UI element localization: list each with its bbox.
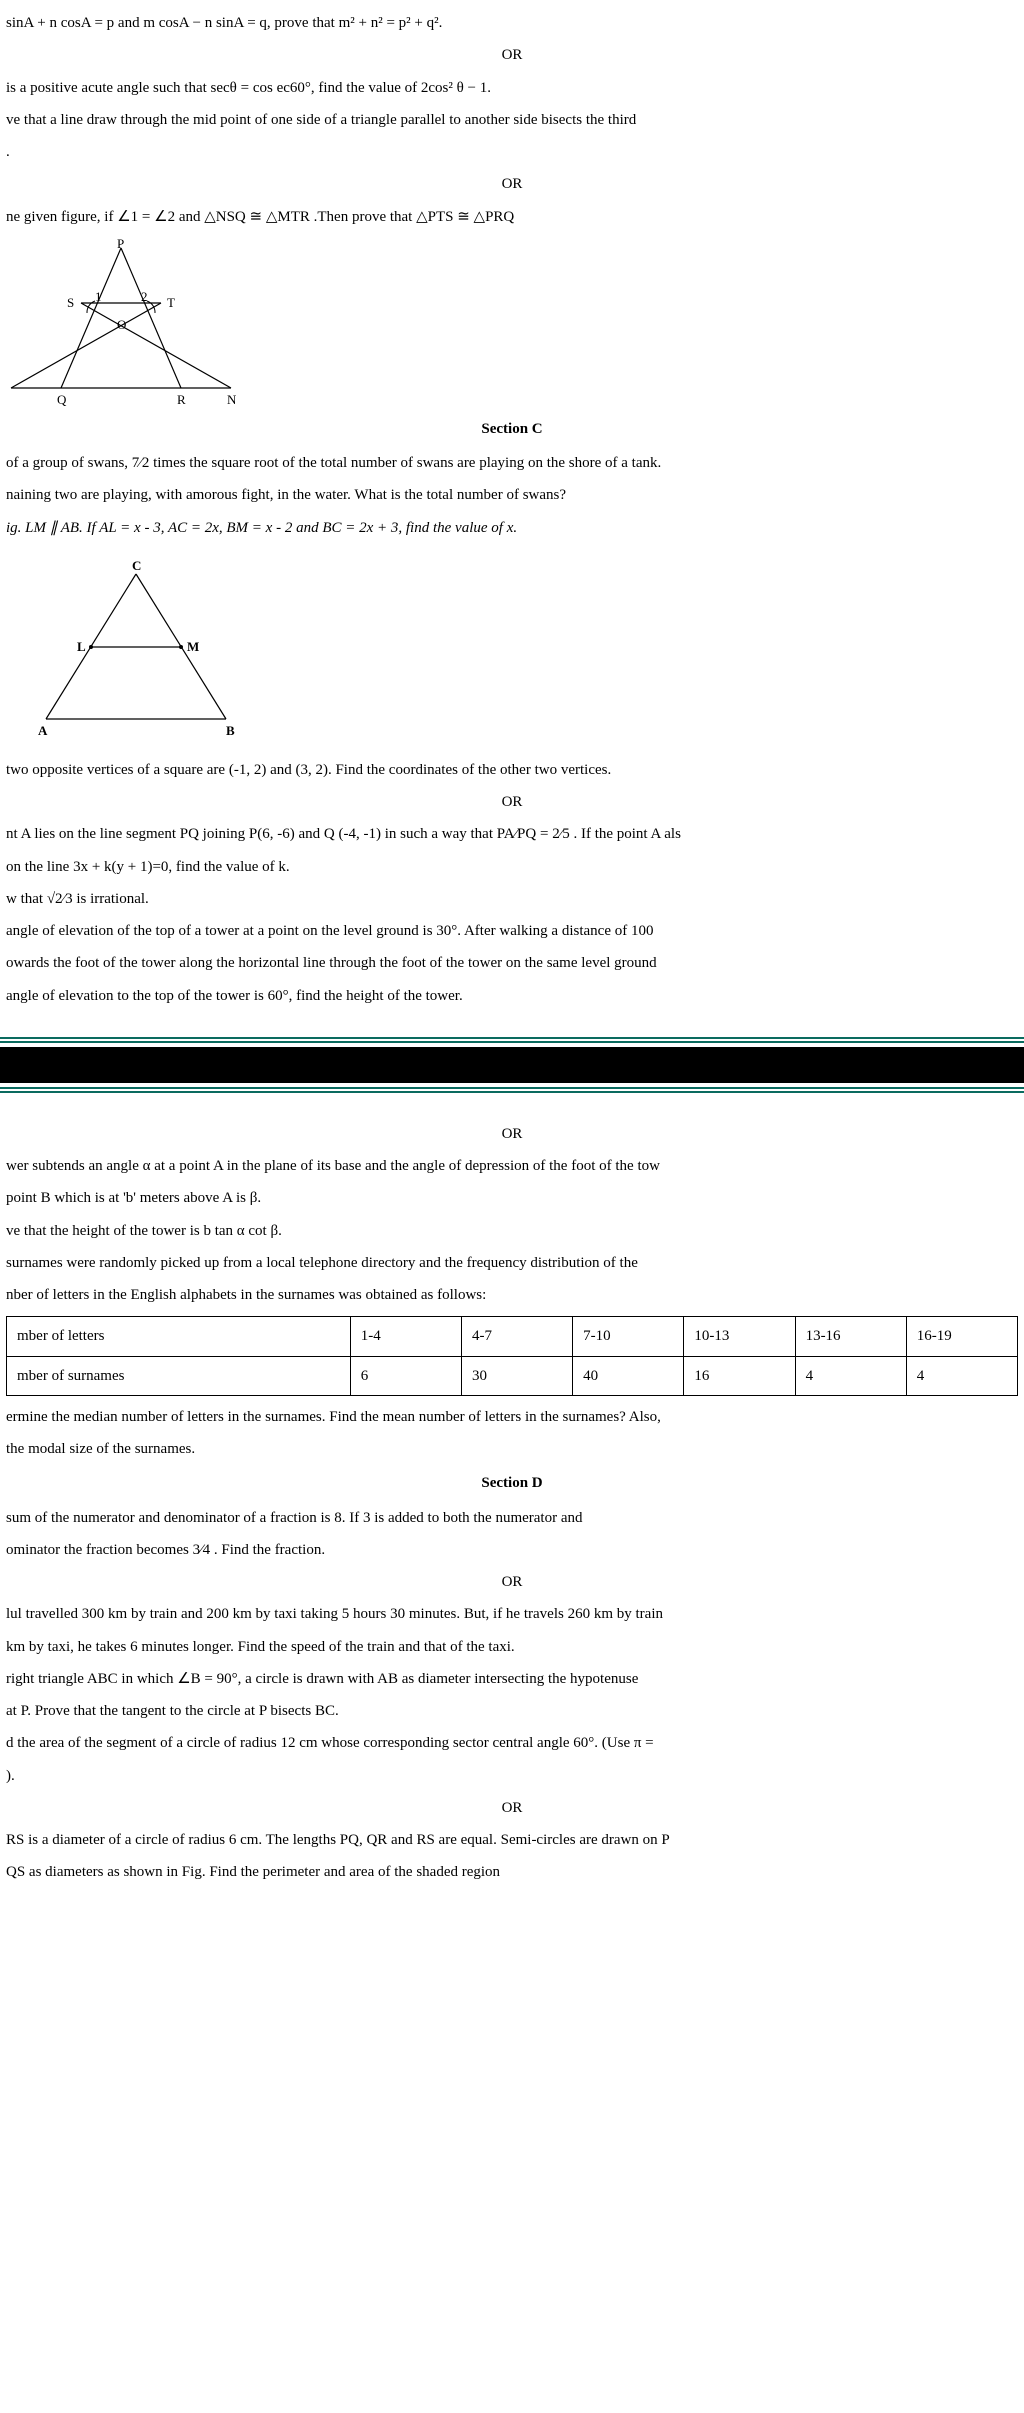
table-cell: 16-19 (906, 1317, 1017, 1356)
body-text: ermine the median number of letters in t… (6, 1404, 1018, 1430)
svg-text:2: 2 (141, 289, 148, 304)
svg-text:M: M (187, 639, 199, 654)
table-row: mber of letters1-44-77-1010-1313-1616-19 (7, 1317, 1018, 1356)
figure-triangle-lmab: C L M A B (26, 559, 1018, 739)
table-cell: 10-13 (684, 1317, 795, 1356)
body-text: point B which is at 'b' meters above A i… (6, 1185, 1018, 1211)
body-text: naining two are playing, with amorous fi… (6, 482, 1018, 508)
body-text: RS is a diameter of a circle of radius 6… (6, 1827, 1018, 1853)
svg-text:Q: Q (57, 392, 67, 407)
body-text: ominator the fraction becomes 3⁄4 . Find… (6, 1537, 1018, 1563)
svg-text:O: O (117, 317, 126, 332)
body-text: ne given figure, if ∠1 = ∠2 and △NSQ ≅ △… (6, 204, 1018, 230)
table-cell: 1-4 (350, 1317, 461, 1356)
svg-text:A: A (38, 723, 48, 738)
body-text: owards the foot of the tower along the h… (6, 950, 1018, 976)
svg-text:C: C (132, 559, 141, 573)
table-cell: 13-16 (795, 1317, 906, 1356)
body-text: lul travelled 300 km by train and 200 km… (6, 1601, 1018, 1627)
table-cell: 4 (906, 1356, 1017, 1395)
or-label: OR (6, 1121, 1018, 1147)
body-text: right triangle ABC in which ∠B = 90°, a … (6, 1666, 1018, 1692)
body-text: angle of elevation to the top of the tow… (6, 983, 1018, 1009)
body-text: ve that a line draw through the mid poin… (6, 107, 1018, 133)
figure-triangle-nsq: P S T Q R N O1 2 (6, 238, 1018, 408)
or-label: OR (6, 789, 1018, 815)
section-heading-d: Section D (6, 1470, 1018, 1496)
body-text: ve that the height of the tower is b tan… (6, 1218, 1018, 1244)
separator-banner (0, 1037, 1024, 1093)
body-text: at P. Prove that the tangent to the circ… (6, 1698, 1018, 1724)
body-text: of a group of swans, 7⁄2 times the squar… (6, 450, 1018, 476)
table-cell: mber of surnames (7, 1356, 351, 1395)
body-text: km by taxi, he takes 6 minutes longer. F… (6, 1634, 1018, 1660)
body-text: nber of letters in the English alphabets… (6, 1282, 1018, 1308)
table-cell: 16 (684, 1356, 795, 1395)
body-text: w that √2⁄3 is irrational. (6, 886, 1018, 912)
surnames-table: mber of letters1-44-77-1010-1313-1616-19… (6, 1316, 1018, 1396)
svg-text:S: S (67, 295, 74, 310)
table-cell: 6 (350, 1356, 461, 1395)
svg-text:B: B (226, 723, 235, 738)
table-cell: 7-10 (573, 1317, 684, 1356)
body-text: is a positive acute angle such that secθ… (6, 75, 1018, 101)
table-row: mber of surnames630401644 (7, 1356, 1018, 1395)
table-cell: 4-7 (461, 1317, 572, 1356)
table-cell: mber of letters (7, 1317, 351, 1356)
section-heading-c: Section C (6, 416, 1018, 442)
body-text: ig. LM ∥ AB. If AL = x - 3, AC = 2x, BM … (6, 515, 1018, 541)
svg-text:T: T (167, 295, 175, 310)
body-text: d the area of the segment of a circle of… (6, 1730, 1018, 1756)
or-label: OR (6, 1795, 1018, 1821)
body-text: . (6, 139, 1018, 165)
table-cell: 30 (461, 1356, 572, 1395)
body-text: surnames were randomly picked up from a … (6, 1250, 1018, 1276)
or-label: OR (6, 171, 1018, 197)
or-label: OR (6, 42, 1018, 68)
body-text: on the line 3x + k(y + 1)=0, find the va… (6, 854, 1018, 880)
svg-text:1: 1 (95, 289, 102, 304)
svg-text:R: R (177, 392, 186, 407)
svg-text:L: L (77, 639, 86, 654)
or-label: OR (6, 1569, 1018, 1595)
table-cell: 4 (795, 1356, 906, 1395)
body-text: sinA + n cosA = p and m cosA − n sinA = … (6, 10, 1018, 36)
body-text: the modal size of the surnames. (6, 1436, 1018, 1462)
body-text: QS as diameters as shown in Fig. Find th… (6, 1859, 1018, 1885)
body-text: wer subtends an angle α at a point A in … (6, 1153, 1018, 1179)
table-cell: 40 (573, 1356, 684, 1395)
body-text: sum of the numerator and denominator of … (6, 1505, 1018, 1531)
body-text: nt A lies on the line segment PQ joining… (6, 821, 1018, 847)
svg-text:N: N (227, 392, 236, 407)
svg-text:P: P (117, 238, 124, 251)
body-text: angle of elevation of the top of a tower… (6, 918, 1018, 944)
body-text: ). (6, 1763, 1018, 1789)
body-text: two opposite vertices of a square are (-… (6, 757, 1018, 783)
